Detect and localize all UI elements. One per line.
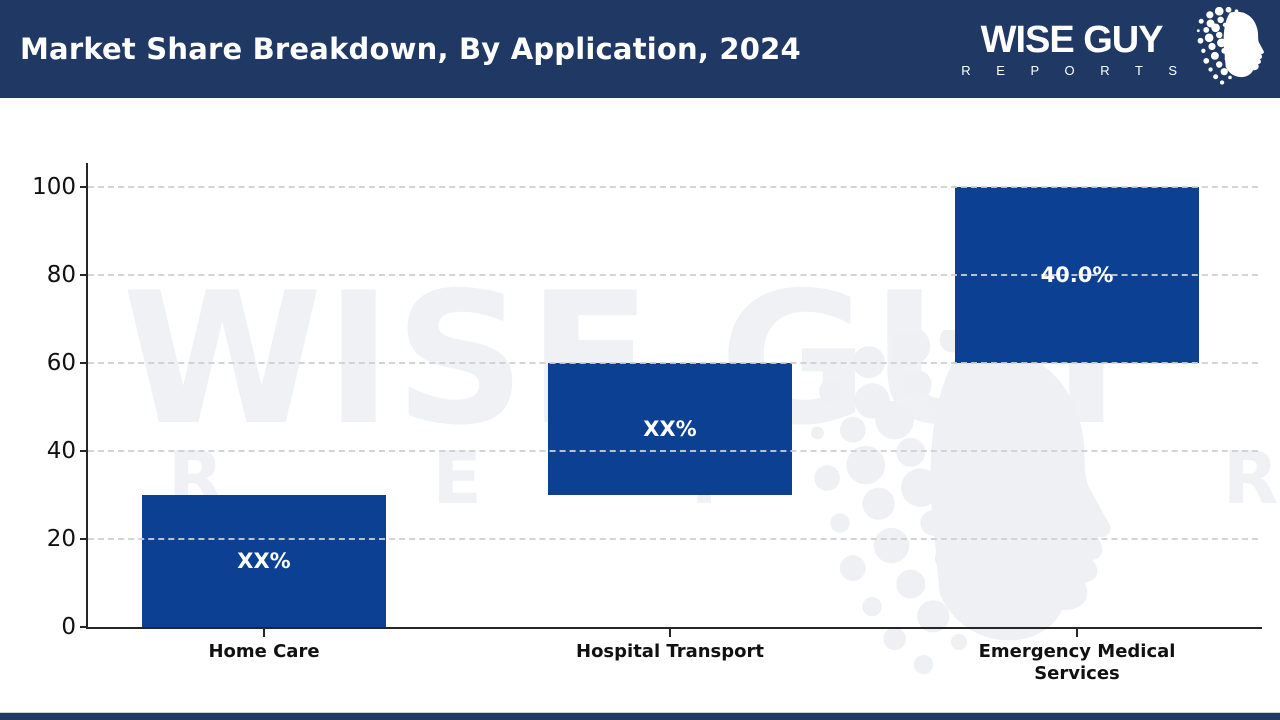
chart-area: WISE GUY R E P O R T S XX%XX%40.0%020406… bbox=[0, 98, 1280, 712]
wiseguy-face-logo-icon bbox=[1196, 7, 1264, 85]
x-tick-mark bbox=[263, 629, 265, 637]
y-tick-mark bbox=[80, 450, 87, 452]
x-tick-mark bbox=[669, 629, 671, 637]
y-tick-mark bbox=[80, 362, 87, 364]
x-axis-line bbox=[86, 627, 1262, 629]
y-tick-label: 60 bbox=[46, 350, 76, 376]
brand-name-text: WISE GUY bbox=[980, 18, 1164, 61]
gridline-20 bbox=[88, 538, 1258, 540]
chart-title: Market Share Breakdown, By Application, … bbox=[20, 32, 801, 66]
y-axis-line bbox=[86, 163, 88, 629]
y-tick-label: 0 bbox=[61, 614, 76, 640]
category-label-1: Home Care bbox=[208, 641, 320, 662]
x-tick-mark bbox=[1076, 629, 1078, 637]
labels-layer: XX% XX% 40.0% 0 20 40 60 80 100 Home Care Hospital… bbox=[0, 98, 1280, 720]
gridline-40 bbox=[88, 450, 1258, 452]
y-tick-mark bbox=[80, 626, 87, 628]
y-tick-mark bbox=[80, 186, 87, 188]
y-tick-label: 40 bbox=[46, 438, 76, 464]
y-tick-mark bbox=[80, 538, 87, 540]
category-label-2: Hospital Transport bbox=[576, 641, 764, 662]
brand-sub-text: R E P O R T S bbox=[961, 62, 1188, 78]
y-tick-mark bbox=[80, 274, 87, 276]
footer-bar bbox=[0, 712, 1280, 720]
y-tick-label: 80 bbox=[46, 262, 76, 288]
y-tick-label: 100 bbox=[32, 174, 76, 200]
bar-value-label: 40.0% bbox=[1040, 263, 1114, 287]
bar-value-label: XX% bbox=[237, 549, 291, 573]
y-tick-label: 20 bbox=[46, 526, 76, 552]
category-label-3: Emergency Medical Services bbox=[978, 641, 1176, 684]
bar-hospital-transport bbox=[548, 363, 792, 495]
gridline-60 bbox=[88, 362, 1258, 364]
axes-layer bbox=[0, 98, 1280, 720]
gridline-100 bbox=[88, 186, 1258, 188]
bar-value-label: XX% bbox=[643, 417, 697, 441]
brand-logo: WISE GUY R E P O R T S bbox=[955, 7, 1266, 91]
gridlines-layer bbox=[0, 98, 1280, 720]
header-bar: Market Share Breakdown, By Application, … bbox=[0, 0, 1280, 98]
bar-home-care bbox=[142, 495, 386, 627]
brand-wordmark: WISE GUY R E P O R T S bbox=[955, 21, 1188, 78]
gridline-80 bbox=[88, 274, 1258, 276]
